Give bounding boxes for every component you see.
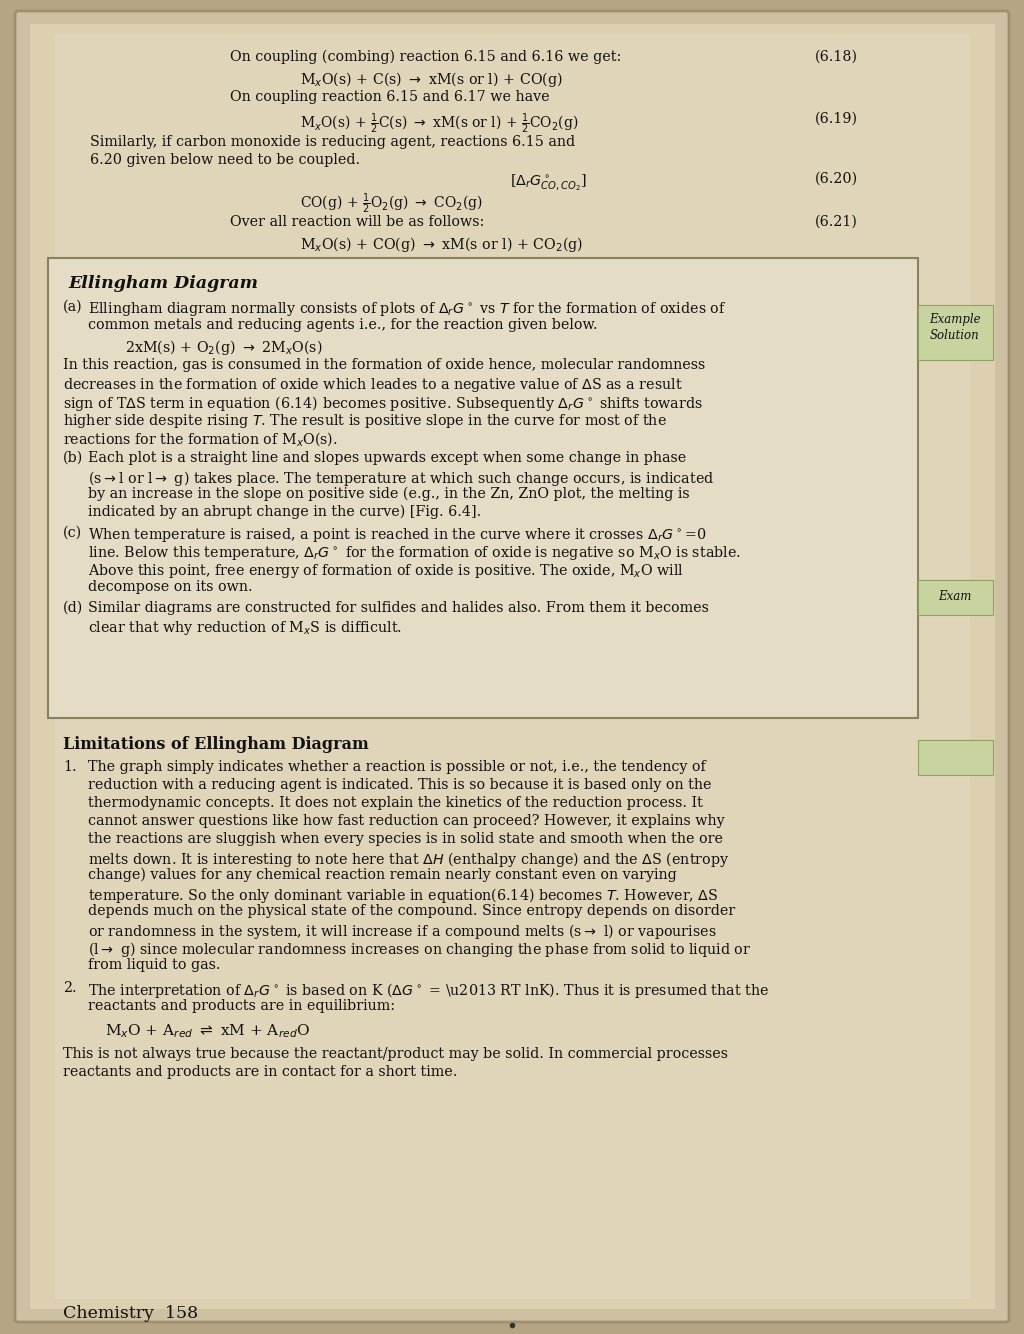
Text: (6.20): (6.20) <box>815 172 858 185</box>
Text: change) values for any chemical reaction remain nearly constant even on varying: change) values for any chemical reaction… <box>88 868 677 882</box>
Text: The interpretation of $\Delta_r G^\circ$ is based on K ($\Delta G^\circ$ = \u201: The interpretation of $\Delta_r G^\circ$… <box>88 980 769 1000</box>
Text: Similar diagrams are constructed for sulfides and halides also. From them it bec: Similar diagrams are constructed for sul… <box>88 602 709 615</box>
Text: M$_x$O(s) + C(s) $\rightarrow$ xM(s or l) + CO(g): M$_x$O(s) + C(s) $\rightarrow$ xM(s or l… <box>300 69 563 89</box>
Text: (c): (c) <box>63 526 82 540</box>
Text: temperature. So the only dominant variable in equation(6.14) becomes $T$. Howeve: temperature. So the only dominant variab… <box>88 886 719 904</box>
Text: indicated by an abrupt change in the curve) [Fig. 6.4].: indicated by an abrupt change in the cur… <box>88 506 481 519</box>
Text: thermodynamic concepts. It does not explain the kinetics of the reduction proces: thermodynamic concepts. It does not expl… <box>88 796 702 810</box>
Text: reactions for the formation of M$_x$O(s).: reactions for the formation of M$_x$O(s)… <box>63 430 338 448</box>
Text: The graph simply indicates whether a reaction is possible or not, i.e., the tend: The graph simply indicates whether a rea… <box>88 760 706 774</box>
Text: (6.21): (6.21) <box>815 215 858 229</box>
Text: M$_x$O + A$_{red}$ $\rightleftharpoons$ xM + A$_{red}$O: M$_x$O + A$_{red}$ $\rightleftharpoons$ … <box>105 1022 310 1039</box>
Text: higher side despite rising $T$. The result is positive slope in the curve for mo: higher side despite rising $T$. The resu… <box>63 412 667 430</box>
Text: Example: Example <box>929 313 981 325</box>
Text: On coupling reaction 6.15 and 6.17 we have: On coupling reaction 6.15 and 6.17 we ha… <box>230 89 550 104</box>
Text: Chemistry  158: Chemistry 158 <box>63 1305 198 1322</box>
Text: clear that why reduction of M$_x$S is difficult.: clear that why reduction of M$_x$S is di… <box>88 619 402 638</box>
Text: the reactions are sluggish when every species is in solid state and smooth when : the reactions are sluggish when every sp… <box>88 832 723 846</box>
Text: Solution: Solution <box>930 329 980 342</box>
Text: Each plot is a straight line and slopes upwards except when some change in phase: Each plot is a straight line and slopes … <box>88 451 686 466</box>
Text: (l$\rightarrow$ g) since molecular randomness increases on changing the phase fr: (l$\rightarrow$ g) since molecular rando… <box>88 940 752 959</box>
Text: (b): (b) <box>63 451 83 466</box>
Text: In this reaction, gas is consumed in the formation of oxide hence, molecular ran: In this reaction, gas is consumed in the… <box>63 358 706 372</box>
Text: This is not always true because the reactant/product may be solid. In commercial: This is not always true because the reac… <box>63 1047 728 1061</box>
Text: Similarly, if carbon monoxide is reducing agent, reactions 6.15 and: Similarly, if carbon monoxide is reducin… <box>90 135 575 149</box>
Text: Ellingham diagram normally consists of plots of $\Delta_r G^\circ$ vs $T$ for th: Ellingham diagram normally consists of p… <box>88 300 727 317</box>
Text: sign of T$\Delta$S term in equation (6.14) becomes positive. Subsequently $\Delt: sign of T$\Delta$S term in equation (6.1… <box>63 394 702 414</box>
Text: or randomness in the system, it will increase if a compound melts (s$\rightarrow: or randomness in the system, it will inc… <box>88 922 717 940</box>
Text: M$_x$O(s) + $\frac{1}{2}$C(s) $\rightarrow$ xM(s or l) + $\frac{1}{2}$CO$_2$(g): M$_x$O(s) + $\frac{1}{2}$C(s) $\rightarr… <box>300 112 579 136</box>
FancyBboxPatch shape <box>15 11 1009 1322</box>
Text: Over all reaction will be as follows:: Over all reaction will be as follows: <box>230 215 484 229</box>
Text: (6.19): (6.19) <box>815 112 858 125</box>
Bar <box>918 740 993 775</box>
Text: M$_x$O(s) + CO(g) $\rightarrow$ xM(s or l) + CO$_2$(g): M$_x$O(s) + CO(g) $\rightarrow$ xM(s or … <box>300 235 583 253</box>
Text: from liquid to gas.: from liquid to gas. <box>88 958 220 972</box>
Text: depends much on the physical state of the compound. Since entropy depends on dis: depends much on the physical state of th… <box>88 904 735 918</box>
Bar <box>55 33 970 1299</box>
Text: CO(g) + $\frac{1}{2}$O$_2$(g) $\rightarrow$ CO$_2$(g): CO(g) + $\frac{1}{2}$O$_2$(g) $\rightarr… <box>300 192 483 216</box>
Text: reactants and products are in contact for a short time.: reactants and products are in contact fo… <box>63 1065 458 1079</box>
Text: Above this point, free energy of formation of oxide is positive. The oxide, M$_x: Above this point, free energy of formati… <box>88 562 684 580</box>
Text: (d): (d) <box>63 602 83 615</box>
Text: When temperature is raised, a point is reached in the curve where it crosses $\D: When temperature is raised, a point is r… <box>88 526 707 544</box>
Text: 1.: 1. <box>63 760 77 774</box>
Text: 2.: 2. <box>63 980 77 995</box>
Text: [$\Delta_r G^\circ_{CO,CO_2}$]: [$\Delta_r G^\circ_{CO,CO_2}$] <box>510 172 587 192</box>
Text: by an increase in the slope on positive side (e.g., in the Zn, ZnO plot, the mel: by an increase in the slope on positive … <box>88 487 689 502</box>
Text: Exam: Exam <box>938 590 972 603</box>
Bar <box>918 580 993 615</box>
Text: (a): (a) <box>63 300 83 313</box>
Text: line. Below this temperature, $\Delta_r G^\circ$ for the formation of oxide is n: line. Below this temperature, $\Delta_r … <box>88 544 741 562</box>
Text: decompose on its own.: decompose on its own. <box>88 580 253 594</box>
Text: (s$\rightarrow$l or l$\rightarrow$ g) takes place. The temperature at which such: (s$\rightarrow$l or l$\rightarrow$ g) ta… <box>88 470 715 488</box>
Text: 2xM(s) + O$_2$(g) $\rightarrow$ 2M$_x$O(s): 2xM(s) + O$_2$(g) $\rightarrow$ 2M$_x$O(… <box>125 338 323 358</box>
Text: (6.18): (6.18) <box>815 49 858 64</box>
Text: 6.20 given below need to be coupled.: 6.20 given below need to be coupled. <box>90 153 360 167</box>
Text: cannot answer questions like how fast reduction can proceed? However, it explain: cannot answer questions like how fast re… <box>88 814 725 828</box>
Text: Limitations of Ellingham Diagram: Limitations of Ellingham Diagram <box>63 736 369 752</box>
Text: reduction with a reducing agent is indicated. This is so because it is based onl: reduction with a reducing agent is indic… <box>88 778 712 792</box>
Text: Ellingham Diagram: Ellingham Diagram <box>68 275 258 292</box>
Text: On coupling (combing) reaction 6.15 and 6.16 we get:: On coupling (combing) reaction 6.15 and … <box>230 49 622 64</box>
Text: reactants and products are in equilibrium:: reactants and products are in equilibriu… <box>88 999 395 1013</box>
FancyBboxPatch shape <box>48 257 918 718</box>
Bar <box>918 305 993 360</box>
Text: melts down. It is interesting to note here that $\Delta H$ (enthalpy change) and: melts down. It is interesting to note he… <box>88 850 729 868</box>
Text: common metals and reducing agents i.e., for the reaction given below.: common metals and reducing agents i.e., … <box>88 317 598 332</box>
Text: decreases in the formation of oxide which leades to a negative value of $\Delta$: decreases in the formation of oxide whic… <box>63 376 683 394</box>
